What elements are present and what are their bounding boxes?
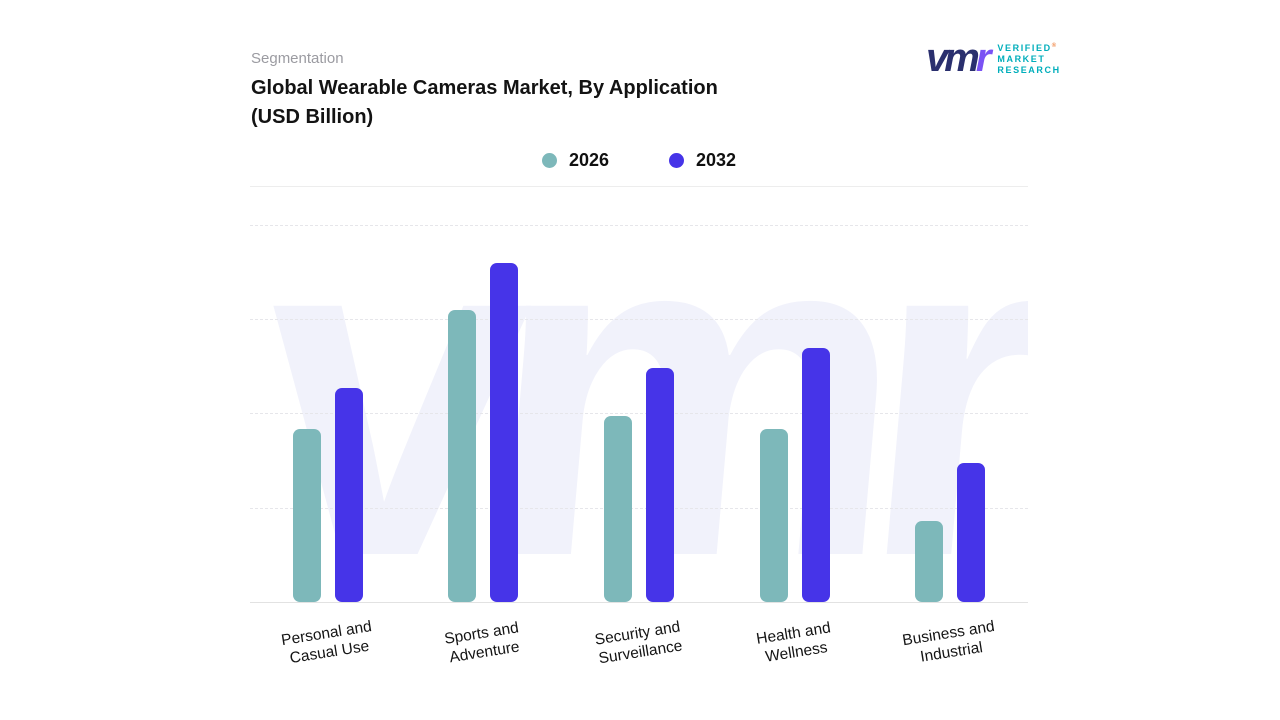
x-axis-label: Personal and Casual Use <box>279 618 373 668</box>
chart-title-line1: Global Wearable Cameras Market, By Appli… <box>251 77 718 99</box>
bar-2032-health-and-wellness <box>801 348 830 602</box>
vmr-logo-text: VERIFIED® MARKET RESEARCH <box>997 42 1061 75</box>
legend-item-2026: 2026 <box>541 150 609 171</box>
x-axis-line <box>250 602 1028 603</box>
chart-title: Global Wearable Cameras Market, By Appli… <box>251 74 718 132</box>
bar-2026-business-and-industrial <box>915 521 944 602</box>
registered-mark: ® <box>1051 42 1058 49</box>
legend-label-2026: 2026 <box>568 150 609 170</box>
x-axis-label: Sports and Adventure <box>443 619 522 667</box>
vmr-logo: vmr VERIFIED® MARKET RESEARCH <box>926 38 1061 78</box>
bar-2032-sports-and-adventure <box>490 263 519 602</box>
legend-item-2032: 2032 <box>669 150 736 171</box>
header-divider <box>250 186 1028 187</box>
x-axis-label: Security and Surveillance <box>593 618 684 668</box>
plot-area <box>250 225 1028 603</box>
chart-title-line2: (USD Billion) <box>251 106 374 128</box>
x-axis-label: Business and Industrial <box>901 617 996 666</box>
legend: 2026 2032 <box>250 150 1028 171</box>
bar-2026-sports-and-adventure <box>448 310 477 602</box>
legend-dot-2026-icon <box>541 153 557 168</box>
gridline <box>250 319 1028 320</box>
legend-dot-2032-icon <box>669 153 684 168</box>
gridline <box>250 508 1028 509</box>
vmr-logo-icon: vmr <box>926 36 991 80</box>
legend-label-2032: 2032 <box>696 150 737 170</box>
gridline <box>250 225 1028 226</box>
bar-2032-personal-and-casual-use <box>334 388 363 602</box>
section-label: Segmentation <box>251 50 344 67</box>
bar-2032-security-and-surveillance <box>646 368 674 602</box>
gridline <box>250 413 1028 414</box>
bar-2026-personal-and-casual-use <box>292 429 321 602</box>
bar-2026-health-and-wellness <box>759 429 788 602</box>
x-axis-labels: Personal and Casual Use Sports and Adventur… <box>250 612 1028 702</box>
bar-2026-security-and-surveillance <box>604 416 632 602</box>
bar-2032-business-and-industrial <box>957 463 986 602</box>
x-axis-label: Health and Wellness <box>754 619 832 666</box>
